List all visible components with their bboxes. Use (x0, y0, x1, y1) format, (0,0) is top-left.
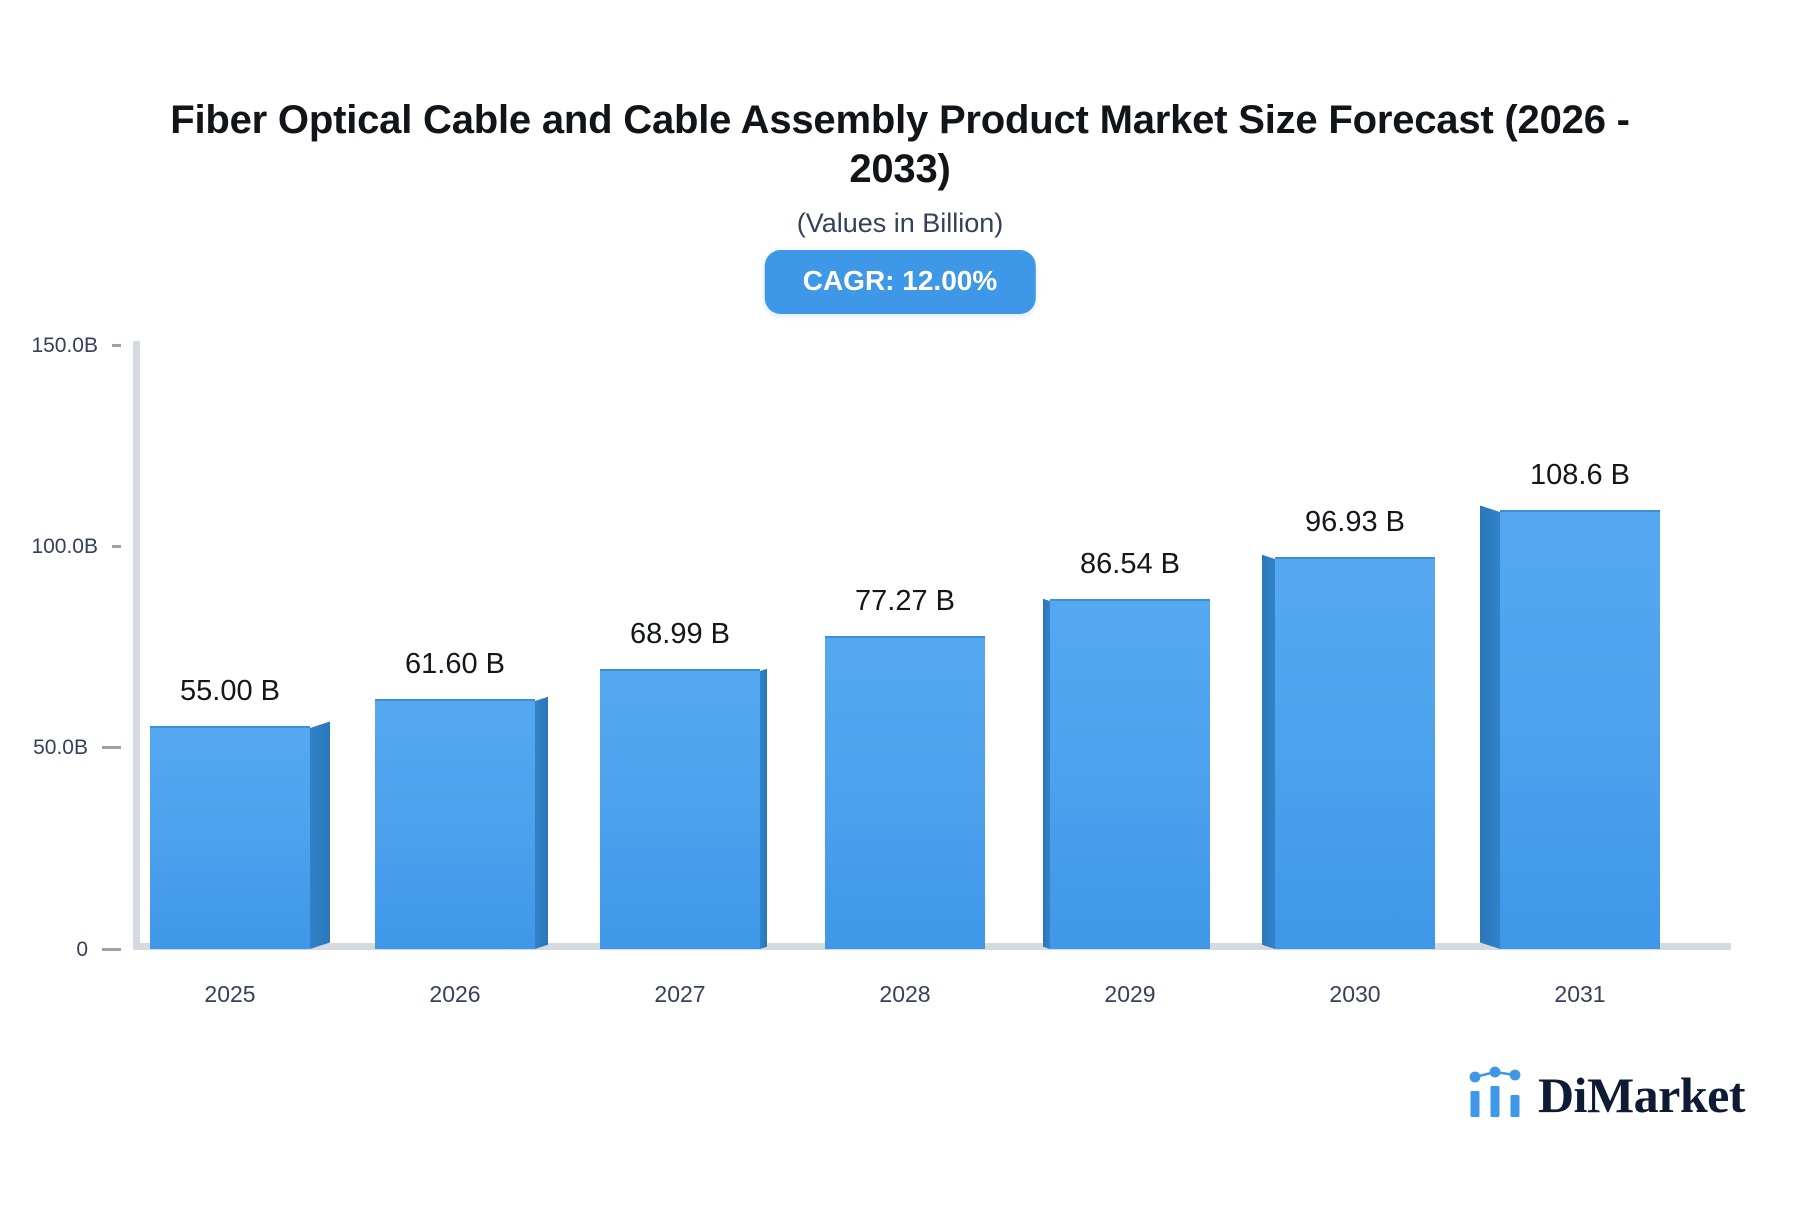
y-axis-line (133, 341, 140, 949)
y-axis-tick-label: 50.0B (33, 736, 88, 760)
y-axis-tick-mark (112, 544, 121, 548)
y-axis-tick-mark (102, 746, 121, 750)
bar-side-face (310, 721, 330, 949)
bar-value-label: 61.60 B (405, 648, 505, 680)
x-axis-tick-label: 2028 (879, 981, 931, 1007)
y-axis-tick-label: 0 (76, 937, 88, 961)
brand-logo: DiMarket (1466, 1065, 1746, 1124)
x-axis-tick-label: 2027 (654, 981, 706, 1007)
bar-value-label: 108.6 B (1530, 459, 1630, 491)
y-axis-tick-label: 100.0B (31, 534, 98, 558)
x-axis-tick-label: 2031 (1554, 981, 1606, 1007)
bar-front-face (1275, 557, 1435, 949)
cagr-badge: CAGR: 12.00% (764, 250, 1036, 314)
bar-value-label: 77.27 B (855, 585, 955, 617)
bar-front-face (1050, 599, 1210, 949)
bar-2029[interactable]: 86.54 B 2029 (1043, 550, 1210, 1006)
bar-value-label: 96.93 B (1305, 506, 1405, 538)
chart-title: Fiber Optical Cable and Cable Assembly P… (170, 98, 1630, 191)
bar-side-face (1480, 505, 1500, 949)
bar-front-face (825, 636, 985, 949)
y-axis-tick-mark (102, 947, 121, 951)
bar-side-face (760, 668, 767, 949)
brand-name: DiMarket (1537, 1066, 1746, 1123)
x-axis-tick-label: 2025 (204, 981, 256, 1007)
y-axis-tick-mark (112, 343, 121, 347)
chart-subtitle: (Values in Billion) (796, 207, 1004, 238)
bar-front-face (150, 726, 310, 949)
bar-2028[interactable]: 77.27 B 2028 (825, 587, 985, 1006)
bar-chart-logo-icon (1466, 1065, 1524, 1124)
x-axis-tick-label: 2030 (1329, 981, 1381, 1007)
bar-2026[interactable]: 61.60 B 2026 (375, 650, 548, 1006)
x-axis-tick-label: 2029 (1104, 981, 1156, 1007)
bar-front-face (375, 699, 535, 949)
y-axis-tick-label: 150.0B (31, 333, 98, 357)
bar-value-label: 86.54 B (1080, 548, 1180, 580)
bar-value-label: 68.99 B (630, 618, 730, 650)
bar-value-label: 55.00 B (180, 675, 280, 707)
bar-front-face (1500, 510, 1660, 949)
bar-2025[interactable]: 55.00 B 2025 (150, 677, 330, 1006)
bar-side-face (1262, 554, 1275, 949)
bar-side-face (1043, 598, 1050, 949)
bar-2027[interactable]: 68.99 B 2027 (600, 620, 767, 1006)
chart-header: Fiber Optical Cable and Cable Assembly P… (0, 96, 1800, 239)
bar-side-face (535, 696, 548, 949)
bar-2031[interactable]: 108.6 B 2031 (1480, 461, 1660, 1006)
x-axis-tick-label: 2026 (429, 981, 481, 1007)
bar-front-face (600, 669, 760, 949)
bar-2030[interactable]: 96.93 B 2030 (1262, 508, 1435, 1006)
